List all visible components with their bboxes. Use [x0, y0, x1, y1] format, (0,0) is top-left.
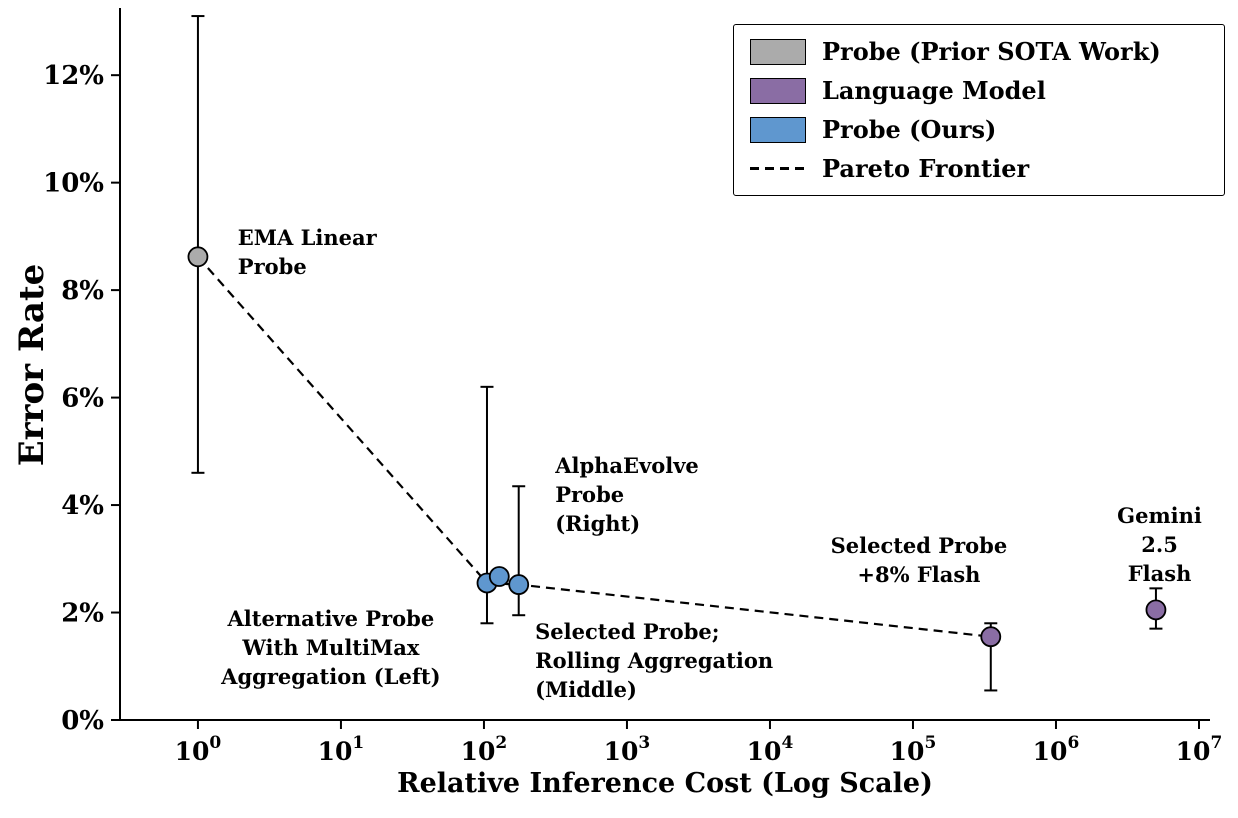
y-tick-label: 12%: [43, 61, 104, 91]
x-tick-label: 103: [604, 733, 651, 766]
x-tick-label: 105: [890, 733, 937, 766]
x-tick-label: 107: [1176, 733, 1223, 766]
legend: Probe (Prior SOTA Work) Language Model P…: [733, 24, 1225, 196]
legend-item-probe-ours: Probe (Ours): [750, 115, 1224, 144]
legend-swatch-pareto-frontier: [750, 167, 806, 170]
y-tick-label: 6%: [61, 384, 104, 414]
annotation-ema-linear-probe: EMA Linear Probe: [237, 224, 377, 279]
legend-item-pareto-frontier: Pareto Frontier: [750, 154, 1224, 183]
legend-label-pareto-frontier: Pareto Frontier: [822, 154, 1030, 183]
legend-label-probe-ours: Probe (Ours): [822, 115, 997, 144]
x-tick-label: 104: [747, 733, 794, 766]
x-tick-label: 101: [318, 733, 365, 766]
legend-label-language-model: Language Model: [822, 76, 1046, 105]
legend-label-probe-prior-sota: Probe (Prior SOTA Work): [822, 37, 1161, 66]
y-tick-label: 4%: [61, 491, 104, 521]
data-point: [980, 626, 1002, 648]
legend-item-language-model: Language Model: [750, 76, 1224, 105]
y-tick-label: 2%: [61, 599, 104, 629]
legend-item-probe-prior-sota: Probe (Prior SOTA Work): [750, 37, 1224, 66]
annotation-selected-probe-8pct-flash: Selected Probe +8% Flash: [830, 532, 1008, 587]
x-tick-label: 100: [175, 733, 222, 766]
x-tick-label: 102: [461, 733, 508, 766]
x-tick-label: 106: [1033, 733, 1080, 766]
annotation-alternative-probe-multimax: Alternative Probe With MultiMax Aggregat…: [221, 606, 441, 690]
data-point: [488, 566, 510, 587]
y-tick-label: 0%: [61, 706, 104, 736]
annotation-selected-probe-rolling: Selected Probe; Rolling Aggregation (Mid…: [535, 618, 774, 702]
data-point: [1145, 599, 1167, 621]
annotation-gemini-25-flash: Gemini 2.5 Flash: [1117, 502, 1202, 586]
x-axis-title: Relative Inference Cost (Log Scale): [397, 768, 933, 799]
data-point: [187, 246, 209, 268]
legend-swatch-probe-prior-sota: [750, 38, 806, 65]
y-tick-label: 8%: [61, 276, 104, 306]
annotation-alphaevolve-probe: AlphaEvolve Probe (Right): [555, 453, 699, 537]
y-tick-label: 10%: [43, 169, 104, 199]
legend-swatch-probe-ours: [750, 116, 806, 143]
y-axis-title: Error Rate: [12, 263, 52, 467]
legend-swatch-language-model: [750, 77, 806, 104]
data-point: [508, 574, 530, 595]
